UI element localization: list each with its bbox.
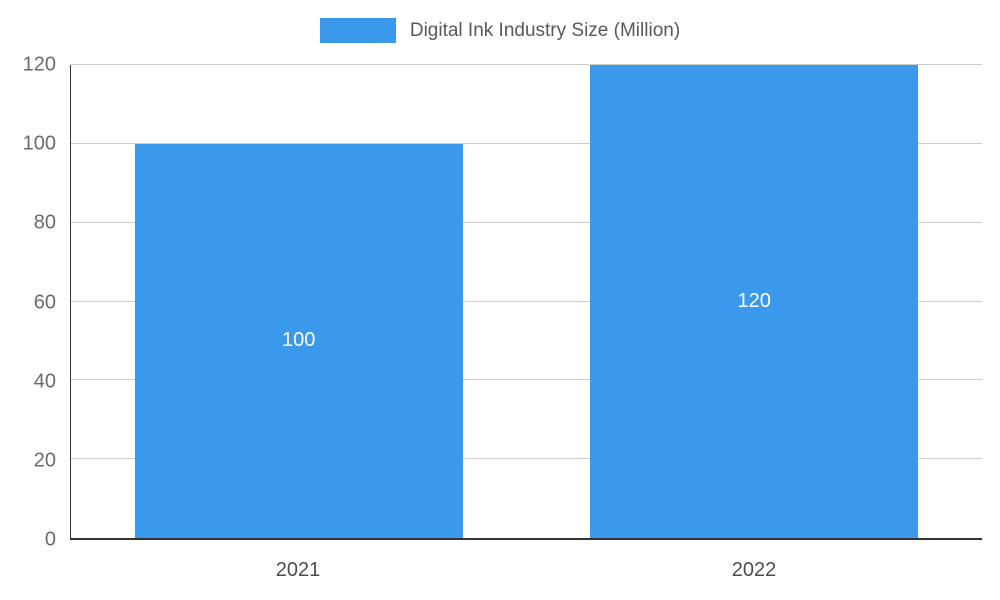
- bar-2022: 120: [590, 65, 919, 538]
- x-tick-label: 2021: [275, 559, 321, 581]
- x-axis: 2021 2022: [70, 545, 982, 590]
- bar-value-label: 120: [737, 290, 771, 312]
- chart-legend: Digital Ink Industry Size (Million): [0, 18, 1000, 43]
- y-tick-label: 100: [22, 132, 56, 155]
- plot-area: 100 120: [70, 64, 982, 540]
- y-tick-label: 0: [44, 528, 56, 551]
- y-tick-label: 120: [22, 53, 56, 76]
- chart-title: Digital Ink Industry Size (Million): [409, 19, 681, 41]
- gridline: [71, 458, 982, 460]
- gridline: [71, 379, 982, 381]
- y-tick-label: 20: [33, 449, 56, 472]
- gridline: [71, 221, 982, 223]
- y-axis: 0 20 40 60 80 100 120: [0, 54, 70, 551]
- bar-2021: 100: [134, 143, 463, 538]
- gridline: [71, 300, 982, 302]
- y-tick-label: 60: [33, 291, 56, 313]
- bar-value-label: 100: [282, 329, 316, 352]
- gridline: [71, 64, 982, 65]
- gridline: [71, 142, 982, 144]
- legend-swatch: [319, 18, 396, 43]
- x-tick-label: 2022: [731, 559, 777, 581]
- y-tick-label: 80: [33, 211, 56, 234]
- y-tick-label: 40: [33, 370, 56, 393]
